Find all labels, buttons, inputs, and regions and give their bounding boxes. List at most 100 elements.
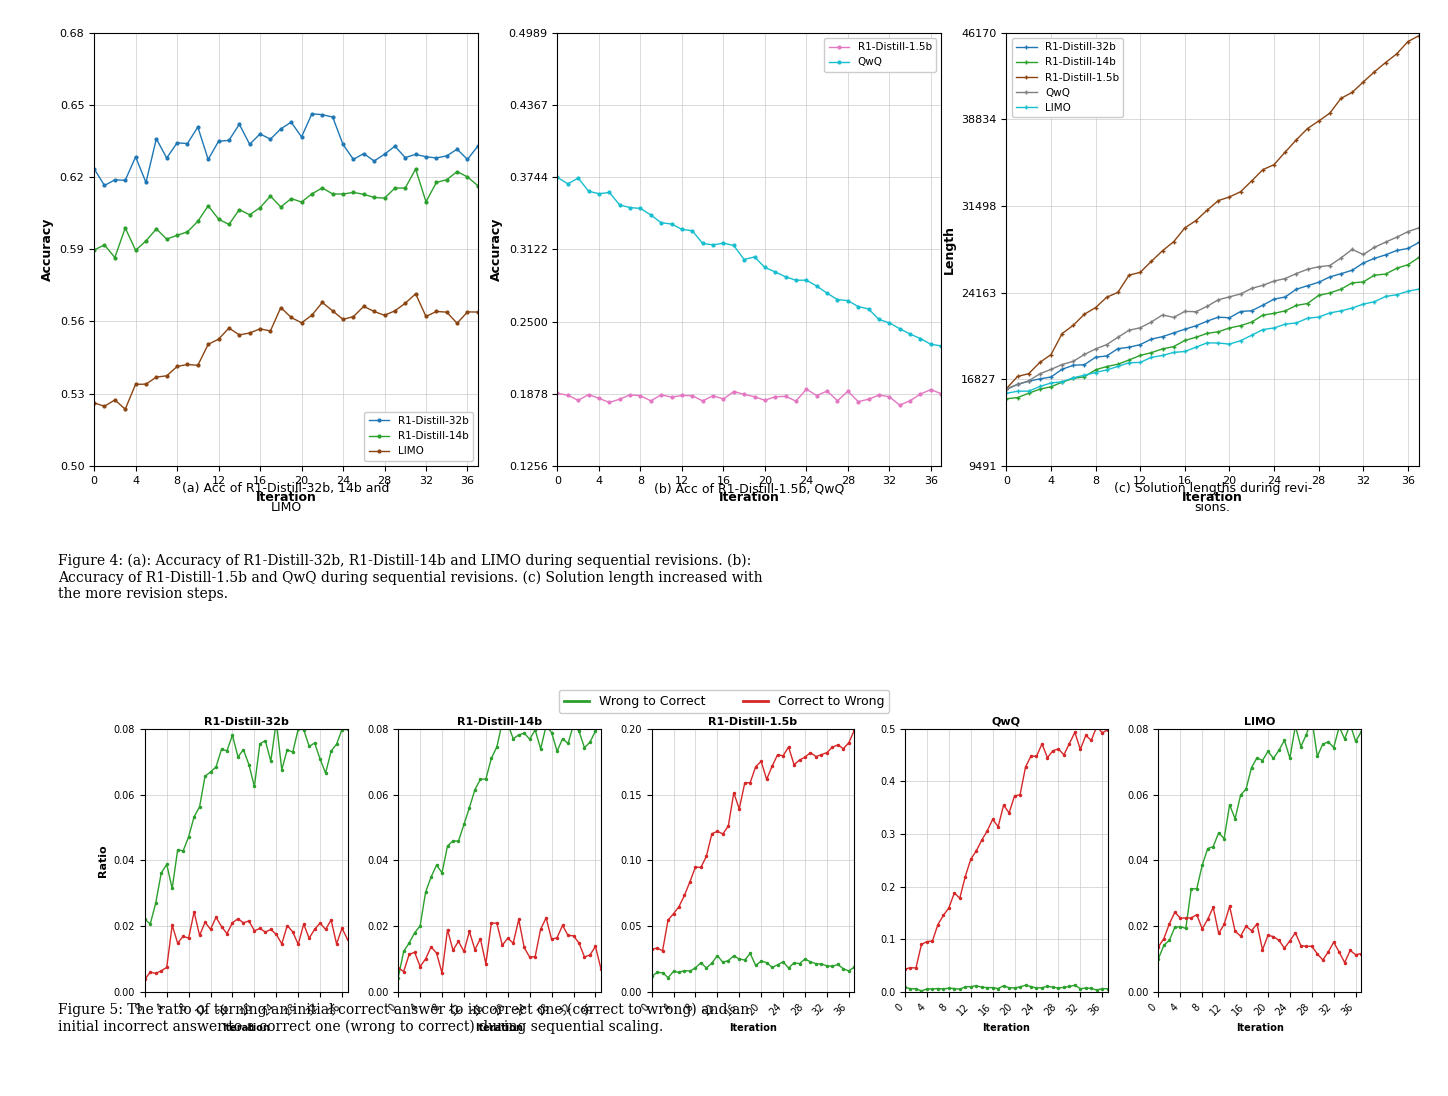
R1-Distill-32b: [1031, 373, 1048, 386]
X-axis label: Iteration: Iteration: [222, 1023, 271, 1032]
LIMO: [1131, 356, 1148, 369]
R1-Distill-32b: [1064, 358, 1082, 372]
X-axis label: Iteration: Iteration: [1182, 491, 1244, 504]
LIMO: [1410, 283, 1428, 296]
QwQ: [1266, 274, 1283, 287]
QwQ: [549, 171, 566, 184]
LIMO: [1031, 380, 1048, 393]
R1-Distill-14b: [387, 182, 404, 195]
Y-axis label: Accuracy: Accuracy: [41, 218, 54, 281]
R1-Distill-14b: [355, 187, 372, 201]
LIMO: [355, 300, 372, 313]
R1-Distill-1.5b: [870, 388, 888, 401]
R1-Distill-32b: [230, 117, 248, 130]
QwQ: [1332, 251, 1350, 264]
R1-Distill-14b: [272, 201, 290, 214]
R1-Distill-1.5b: [601, 396, 618, 409]
R1-Distill-32b: [138, 176, 155, 190]
R1-Distill-14b: [365, 191, 382, 204]
R1-Distill-14b: [1344, 276, 1361, 289]
LIMO: [116, 402, 133, 415]
QwQ: [912, 332, 930, 345]
QwQ: [1031, 367, 1048, 380]
R1-Distill-1.5b: [715, 392, 733, 406]
LIMO: [1019, 385, 1037, 398]
QwQ: [1410, 221, 1428, 235]
R1-Distill-14b: [1266, 307, 1283, 320]
LIMO: [334, 312, 352, 326]
Text: (a) Acc of R1-Distill-32b, 14b and: (a) Acc of R1-Distill-32b, 14b and: [182, 482, 390, 495]
R1-Distill-32b: [1287, 283, 1305, 296]
R1-Distill-14b: [240, 208, 258, 221]
R1-Distill-1.5b: [1310, 114, 1328, 127]
QwQ: [902, 328, 919, 341]
R1-Distill-32b: [252, 127, 269, 140]
R1-Distill-14b: [1131, 349, 1148, 362]
R1-Distill-32b: [1009, 378, 1027, 391]
R1-Distill-14b: [1209, 326, 1226, 339]
LIMO: [387, 305, 404, 318]
R1-Distill-14b: [1287, 299, 1305, 312]
R1-Distill-1.5b: [1232, 185, 1250, 198]
R1-Distill-14b: [1254, 308, 1271, 321]
R1-Distill-14b: [282, 192, 300, 205]
QwQ: [1098, 338, 1115, 351]
R1-Distill-32b: [449, 142, 466, 156]
R1-Distill-32b: [262, 133, 279, 146]
LIMO: [1287, 317, 1305, 330]
R1-Distill-1.5b: [1266, 158, 1283, 171]
R1-Distill-14b: [1121, 353, 1138, 366]
QwQ: [850, 300, 867, 313]
R1-Distill-32b: [334, 138, 352, 151]
Line: R1-Distill-32b: R1-Distill-32b: [1005, 240, 1420, 391]
X-axis label: Iteration: Iteration: [475, 1023, 524, 1032]
R1-Distill-14b: [345, 186, 362, 199]
R1-Distill-32b: [1166, 327, 1183, 340]
R1-Distill-14b: [158, 232, 175, 246]
QwQ: [1299, 263, 1316, 276]
R1-Distill-14b: [1043, 380, 1060, 393]
R1-Distill-14b: [1321, 286, 1338, 299]
QwQ: [663, 217, 681, 230]
R1-Distill-32b: [240, 138, 258, 151]
R1-Distill-14b: [1019, 387, 1037, 400]
R1-Distill-1.5b: [818, 385, 835, 398]
R1-Distill-1.5b: [549, 387, 566, 400]
R1-Distill-14b: [178, 226, 195, 239]
Line: R1-Distill-14b: R1-Distill-14b: [93, 168, 479, 259]
R1-Distill-14b: [220, 218, 237, 231]
R1-Distill-1.5b: [1098, 290, 1115, 304]
R1-Distill-14b: [1054, 376, 1072, 389]
QwQ: [840, 294, 857, 307]
R1-Distill-32b: [200, 152, 217, 165]
QwQ: [808, 279, 825, 293]
R1-Distill-14b: [376, 192, 394, 205]
R1-Distill-1.5b: [683, 389, 701, 402]
QwQ: [591, 187, 608, 201]
R1-Distill-14b: [439, 173, 456, 186]
R1-Distill-14b: [1199, 327, 1216, 340]
R1-Distill-14b: [1109, 357, 1127, 370]
QwQ: [1054, 358, 1072, 372]
Title: QwQ: QwQ: [992, 717, 1021, 727]
QwQ: [998, 383, 1015, 396]
R1-Distill-32b: [1410, 236, 1428, 249]
LIMO: [1098, 364, 1115, 377]
R1-Distill-32b: [365, 155, 382, 168]
QwQ: [880, 317, 898, 330]
R1-Distill-14b: [1031, 383, 1048, 396]
LIMO: [1009, 385, 1027, 398]
LIMO: [1043, 376, 1060, 389]
QwQ: [1121, 323, 1138, 336]
LIMO: [272, 301, 290, 315]
QwQ: [579, 184, 597, 197]
R1-Distill-32b: [1087, 351, 1105, 364]
R1-Distill-32b: [190, 121, 207, 134]
R1-Distill-14b: [1187, 331, 1205, 344]
R1-Distill-14b: [314, 181, 332, 194]
R1-Distill-32b: [85, 162, 103, 175]
R1-Distill-14b: [168, 229, 185, 242]
LIMO: [1277, 318, 1295, 331]
QwQ: [1019, 374, 1037, 387]
R1-Distill-32b: [1209, 310, 1226, 323]
